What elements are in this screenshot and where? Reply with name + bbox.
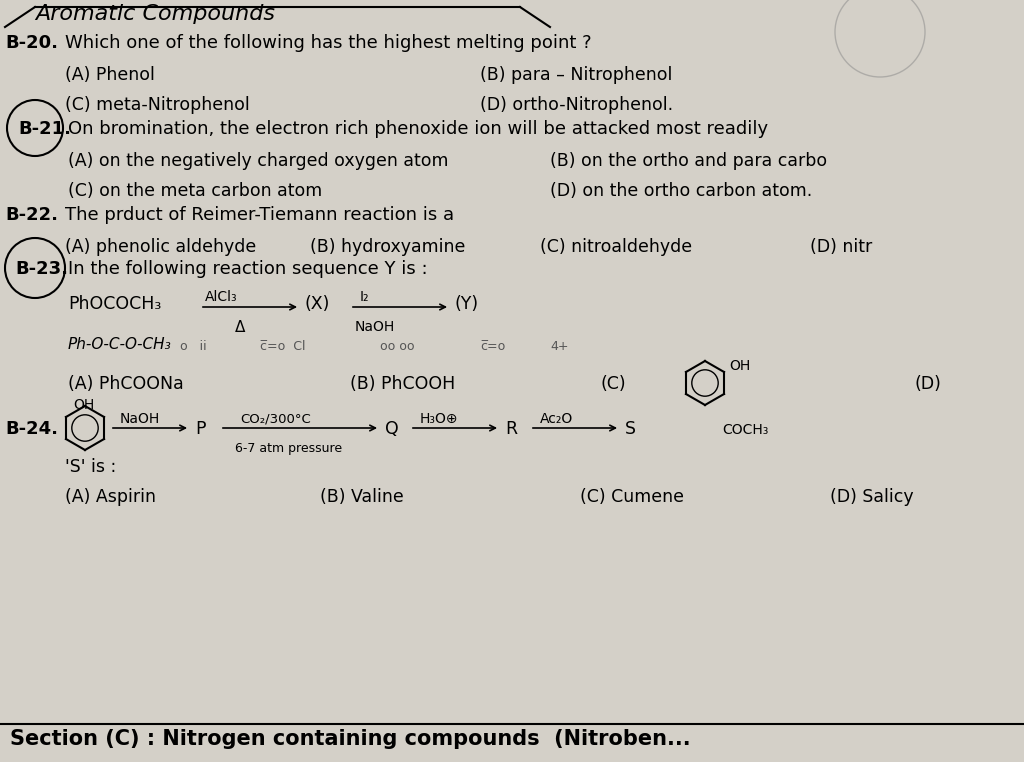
- Text: o   ii: o ii: [180, 340, 207, 353]
- Text: AlCl₃: AlCl₃: [205, 290, 238, 304]
- Text: COCH₃: COCH₃: [722, 423, 768, 437]
- Text: (A) Phenol: (A) Phenol: [65, 66, 155, 84]
- Text: (A) Aspirin: (A) Aspirin: [65, 488, 156, 506]
- Text: (C): (C): [600, 375, 626, 393]
- Text: S: S: [625, 420, 636, 438]
- Text: CO₂/300°C: CO₂/300°C: [240, 412, 310, 425]
- Text: (B) Valine: (B) Valine: [319, 488, 403, 506]
- Text: OH: OH: [729, 359, 751, 373]
- Text: NaOH: NaOH: [355, 320, 395, 334]
- Text: c̅=o  Cl: c̅=o Cl: [260, 340, 305, 353]
- Text: B-22.: B-22.: [5, 206, 58, 224]
- Text: Ac₂O: Ac₂O: [540, 412, 573, 426]
- Text: H₃O⊕: H₃O⊕: [420, 412, 459, 426]
- Text: (Y): (Y): [455, 295, 479, 313]
- Text: Δ: Δ: [234, 320, 246, 335]
- Text: (B) on the ortho and para carbo: (B) on the ortho and para carbo: [550, 152, 827, 170]
- Text: P: P: [195, 420, 206, 438]
- Text: The prduct of Reimer-Tiemann reaction is a: The prduct of Reimer-Tiemann reaction is…: [65, 206, 454, 224]
- Text: (A) phenolic aldehyde: (A) phenolic aldehyde: [65, 238, 256, 256]
- Text: Section (C) : Nitrogen containing compounds  (Nitroben...: Section (C) : Nitrogen containing compou…: [10, 729, 690, 749]
- Text: Which one of the following has the highest melting point ?: Which one of the following has the highe…: [65, 34, 592, 52]
- Text: B-24.: B-24.: [5, 420, 58, 438]
- Text: (A) on the negatively charged oxygen atom: (A) on the negatively charged oxygen ato…: [68, 152, 449, 170]
- Text: OH: OH: [73, 398, 94, 412]
- Text: I₂: I₂: [360, 290, 370, 304]
- Text: (D) ortho-Nitrophenol.: (D) ortho-Nitrophenol.: [480, 96, 673, 114]
- Text: PhOCOCH₃: PhOCOCH₃: [68, 295, 162, 313]
- Text: (D) on the ortho carbon atom.: (D) on the ortho carbon atom.: [550, 182, 812, 200]
- Text: (D): (D): [915, 375, 942, 393]
- Text: NaOH: NaOH: [120, 412, 160, 426]
- Text: Q: Q: [385, 420, 398, 438]
- Text: In the following reaction sequence Y is :: In the following reaction sequence Y is …: [68, 260, 428, 278]
- Text: (D) Salicy: (D) Salicy: [830, 488, 913, 506]
- Text: (B) hydroxyamine: (B) hydroxyamine: [310, 238, 465, 256]
- Text: (X): (X): [305, 295, 331, 313]
- Text: (C) Cumene: (C) Cumene: [580, 488, 684, 506]
- Text: (A) PhCOONa: (A) PhCOONa: [68, 375, 183, 393]
- Text: (C) nitroaldehyde: (C) nitroaldehyde: [540, 238, 692, 256]
- Text: B-21.: B-21.: [18, 120, 71, 138]
- Text: Ph-O-C-O-CH₃: Ph-O-C-O-CH₃: [68, 337, 172, 352]
- Text: On bromination, the electron rich phenoxide ion will be attacked most readily: On bromination, the electron rich phenox…: [68, 120, 768, 138]
- Text: B-23.: B-23.: [15, 260, 68, 278]
- Text: oo oo: oo oo: [380, 340, 415, 353]
- Text: Aromatic Compounds: Aromatic Compounds: [35, 4, 275, 24]
- Text: 'S' is :: 'S' is :: [65, 458, 117, 476]
- Text: B-20.: B-20.: [5, 34, 58, 52]
- Text: (C) meta-Nitrophenol: (C) meta-Nitrophenol: [65, 96, 250, 114]
- Text: (D) nitr: (D) nitr: [810, 238, 872, 256]
- Text: c̅=o: c̅=o: [480, 340, 505, 353]
- Text: (C) on the meta carbon atom: (C) on the meta carbon atom: [68, 182, 323, 200]
- Text: (B) PhCOOH: (B) PhCOOH: [350, 375, 456, 393]
- Text: R: R: [505, 420, 517, 438]
- Text: 4+: 4+: [550, 340, 568, 353]
- Text: 6-7 atm pressure: 6-7 atm pressure: [234, 442, 342, 455]
- Text: (B) para – Nitrophenol: (B) para – Nitrophenol: [480, 66, 673, 84]
